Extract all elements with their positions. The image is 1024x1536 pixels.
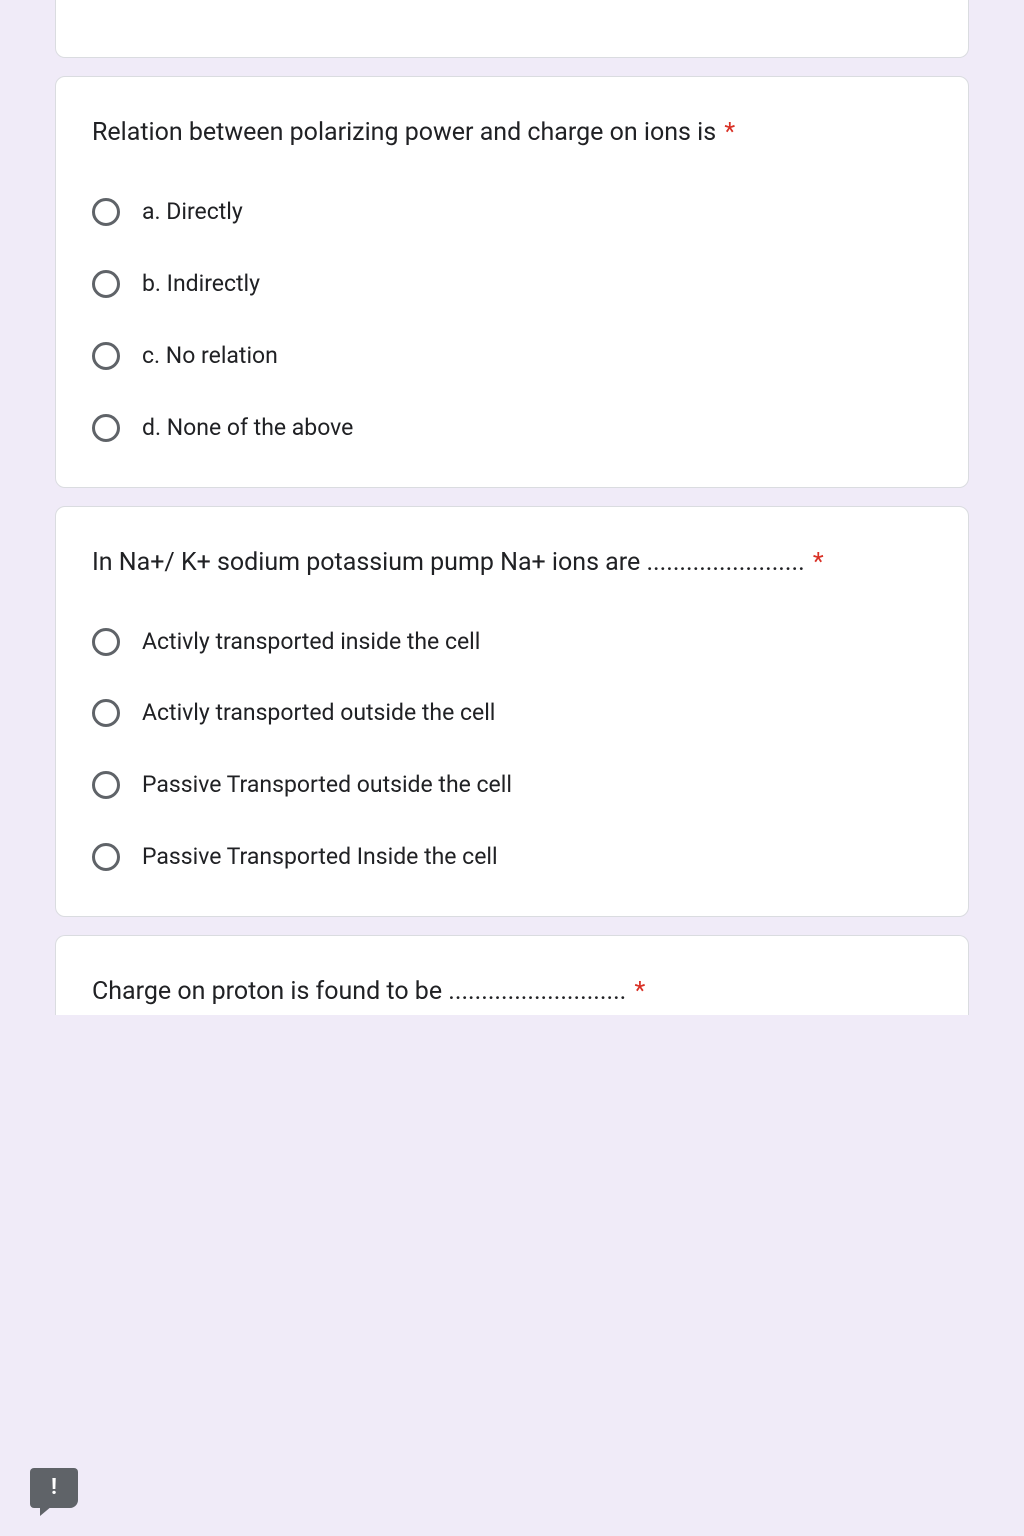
option-row[interactable]: a. Directly (92, 197, 932, 227)
option-label: Activly transported inside the cell (142, 627, 480, 657)
radio-icon[interactable] (92, 699, 120, 727)
radio-icon[interactable] (92, 270, 120, 298)
option-label: Passive Transported Inside the cell (142, 842, 498, 872)
question-text: In Na+/ K+ sodium potassium pump Na+ ion… (92, 548, 805, 577)
required-star: * (811, 548, 824, 577)
option-label: d. None of the above (142, 413, 353, 443)
required-star: * (632, 977, 645, 1006)
radio-icon[interactable] (92, 628, 120, 656)
option-label: Activly transported outside the cell (142, 698, 495, 728)
question-text: Charge on proton is found to be ........… (92, 977, 626, 1006)
option-row[interactable]: Activly transported outside the cell (92, 698, 932, 728)
option-row[interactable]: Activly transported inside the cell (92, 627, 932, 657)
exclamation-icon: ! (51, 1477, 57, 1499)
radio-icon[interactable] (92, 198, 120, 226)
required-star: * (722, 118, 735, 147)
question-title: Relation between polarizing power and ch… (92, 113, 932, 153)
question-title: Charge on proton is found to be ........… (92, 972, 932, 1012)
option-label: Passive Transported outside the cell (142, 770, 512, 800)
option-label: c. No relation (142, 341, 278, 371)
option-row[interactable]: Passive Transported Inside the cell (92, 842, 932, 872)
option-row[interactable]: b. Indirectly (92, 269, 932, 299)
radio-icon[interactable] (92, 414, 120, 442)
options-group: Activly transported inside the cell Acti… (92, 627, 932, 873)
question-card-2: In Na+/ K+ sodium potassium pump Na+ ion… (55, 506, 969, 918)
option-label: a. Directly (142, 197, 243, 227)
option-row[interactable]: c. No relation (92, 341, 932, 371)
question-card-partial-bottom: Charge on proton is found to be ........… (55, 935, 969, 1015)
report-feedback-button[interactable]: ! (30, 1468, 78, 1508)
form-container: Relation between polarizing power and ch… (0, 0, 1024, 1015)
question-title: In Na+/ K+ sodium potassium pump Na+ ion… (92, 543, 932, 583)
question-card-partial-top (55, 0, 969, 58)
option-label: b. Indirectly (142, 269, 260, 299)
radio-icon[interactable] (92, 843, 120, 871)
radio-icon[interactable] (92, 342, 120, 370)
radio-icon[interactable] (92, 771, 120, 799)
option-row[interactable]: d. None of the above (92, 413, 932, 443)
options-group: a. Directly b. Indirectly c. No relation… (92, 197, 932, 443)
question-card-1: Relation between polarizing power and ch… (55, 76, 969, 488)
question-text: Relation between polarizing power and ch… (92, 118, 716, 147)
option-row[interactable]: Passive Transported outside the cell (92, 770, 932, 800)
